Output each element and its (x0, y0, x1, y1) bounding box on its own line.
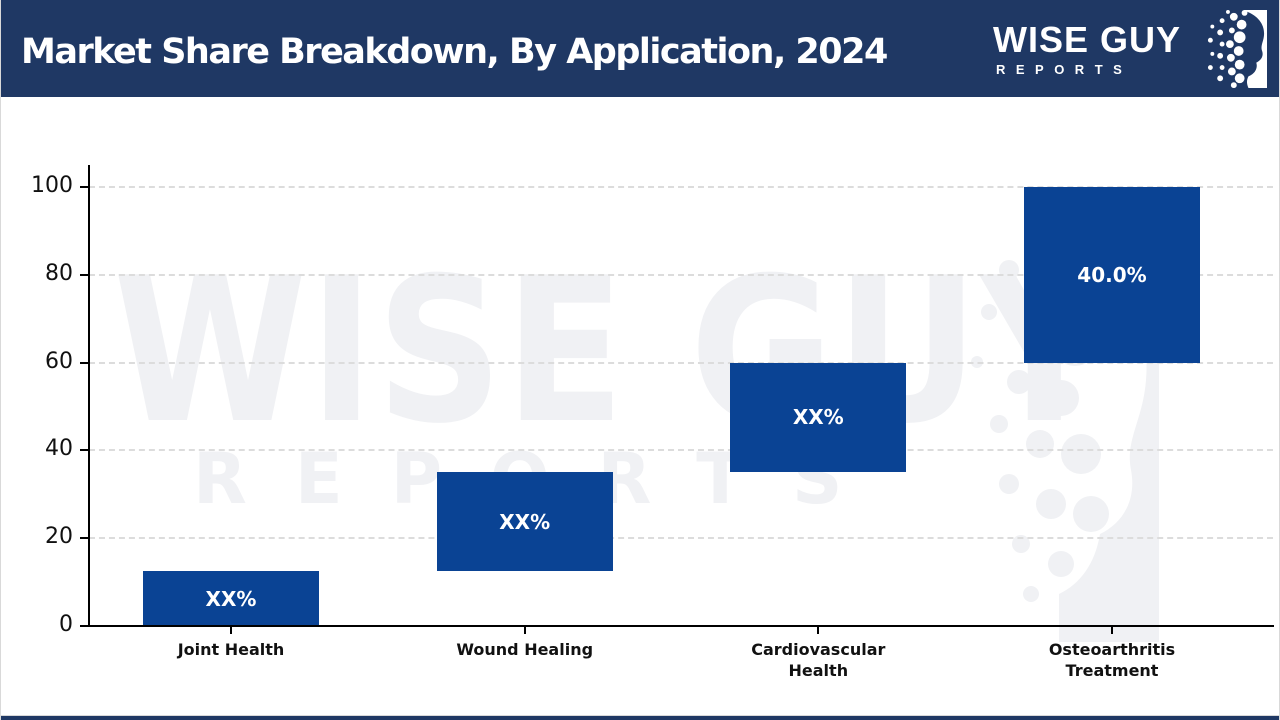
x-tick-mark-1 (523, 627, 526, 634)
y-tick-mark-80 (80, 273, 88, 276)
y-tick-label-0: 0 (59, 612, 73, 637)
y-tick-label-20: 20 (45, 524, 73, 550)
category-label: Cardiovascular Health (751, 640, 886, 680)
bar-segment: 40.0% (1024, 187, 1200, 363)
y-tick-label-40: 40 (45, 436, 73, 462)
y-tick-mark-100 (80, 186, 88, 188)
x-tick-mark-0 (230, 627, 232, 634)
y-tick-mark-0 (80, 625, 88, 627)
y-tick-label-60: 60 (45, 348, 73, 374)
gridline-40 (89, 449, 1273, 452)
x-tick-mark-2 (817, 627, 820, 634)
wiseguy-face-icon (1207, 9, 1267, 88)
bar-value-label: XX% (205, 586, 257, 611)
x-axis-line (88, 625, 1274, 627)
wiseguy-logo: WISE GUY REPORTS (993, 9, 1267, 89)
gridline-100 (89, 186, 1273, 188)
category-label: Osteoarthritis Treatment (1048, 640, 1176, 680)
y-axis-line (88, 165, 90, 626)
bottom-divider-line (1, 715, 1279, 716)
gridline-80 (89, 273, 1273, 276)
x-tick-mark-3 (1111, 627, 1113, 634)
footer-bar (1, 716, 1279, 720)
y-tick-label-100: 100 (31, 173, 73, 198)
y-tick-mark-20 (80, 537, 88, 540)
wiseguy-logo-text: WISE GUY REPORTS (992, 18, 1181, 77)
bar-segment: XX% (143, 571, 319, 626)
y-tick-label-80: 80 (45, 260, 73, 286)
bar-value-label: 40.0% (1077, 262, 1147, 287)
gridline-60 (89, 361, 1273, 364)
bar-value-label: XX% (499, 509, 551, 534)
bar-segment: XX% (730, 362, 907, 473)
chart-title: Market Share Breakdown, By Application, … (21, 31, 888, 72)
category-label: Wound Healing (456, 640, 594, 659)
wiseguy-logo-line2: REPORTS (995, 61, 1133, 77)
wiseguy-logo-line1: WISE GUY (992, 18, 1181, 60)
watermark-wiseguy-text: WISE GUY (113, 235, 1110, 468)
category-label: Joint Health (177, 640, 285, 659)
gridline-20 (89, 537, 1273, 540)
bar-value-label: XX% (792, 405, 844, 430)
bar-segment: XX% (436, 472, 613, 572)
y-tick-mark-60 (80, 361, 88, 364)
header-bar: Market Share Breakdown, By Application, … (1, 0, 1279, 97)
y-tick-mark-40 (80, 449, 88, 452)
